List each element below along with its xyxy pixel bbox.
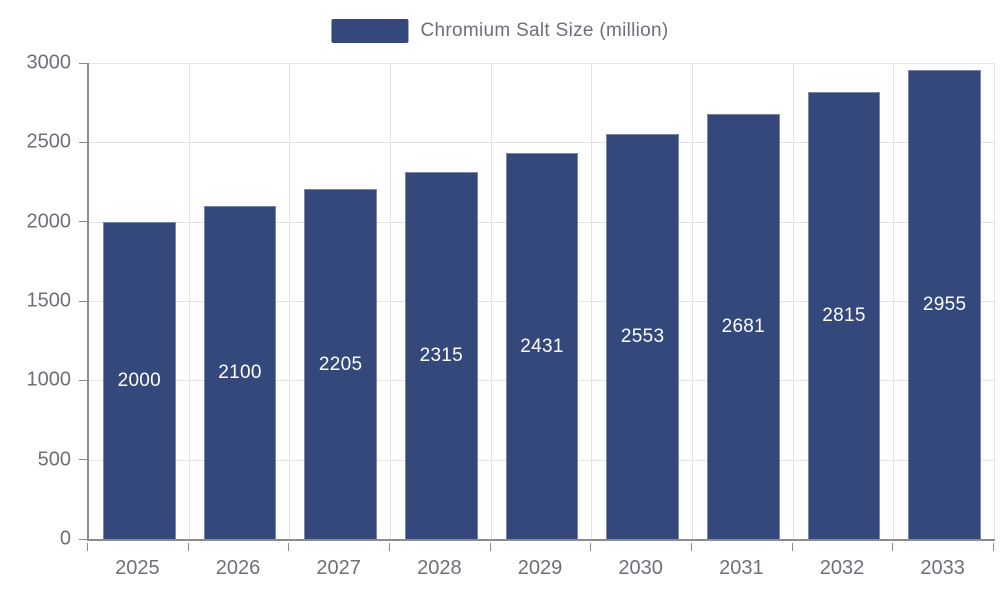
gridline-vertical — [188, 63, 190, 539]
x-axis-tick-label: 2031 — [719, 557, 764, 579]
bar-value-label: 2815 — [822, 305, 866, 327]
bar[interactable]: 2000 — [103, 221, 176, 539]
gridline-vertical — [893, 63, 895, 539]
x-axis-tick-label: 2029 — [517, 557, 563, 579]
x-axis-tick-mark — [187, 543, 189, 551]
bar[interactable]: 2815 — [807, 92, 881, 539]
gridline-vertical — [289, 63, 291, 539]
x-axis-tick-mark — [691, 543, 692, 551]
bar[interactable]: 2205 — [304, 189, 377, 539]
gridline-horizontal — [89, 63, 995, 64]
x-axis-tick-label: 2028 — [417, 557, 462, 579]
gridline-vertical — [994, 63, 995, 539]
bar[interactable]: 2431 — [505, 153, 579, 539]
bar-value-label: 2205 — [318, 353, 363, 375]
bar[interactable]: 2553 — [606, 133, 679, 539]
y-axis-tick-mark — [79, 538, 87, 540]
bar[interactable]: 2100 — [203, 205, 277, 539]
legend-label: Chromium Salt Size (million) — [420, 20, 669, 41]
gridline-vertical — [692, 63, 693, 539]
bar-value-label: 2553 — [620, 325, 665, 347]
bar[interactable]: 2315 — [405, 171, 478, 539]
x-axis-tick-mark — [489, 543, 491, 551]
y-axis-tick-mark — [79, 379, 87, 381]
x-axis-tick-label: 2025 — [115, 557, 160, 579]
gridline-horizontal — [89, 142, 995, 144]
x-axis: 2025 2026 2027 2028 2029 2030 2031 2032 2033 — [87, 543, 995, 600]
gridline-vertical — [490, 63, 492, 539]
bar-value-label: 2431 — [520, 335, 564, 357]
y-axis-tick-label: 1000 — [26, 368, 72, 391]
y-axis-tick-label: 500 — [37, 448, 71, 471]
gridline-vertical — [591, 63, 593, 539]
bar-value-label: 2100 — [218, 361, 262, 383]
legend-item[interactable]: Chromium Salt Size (million) — [331, 19, 668, 43]
y-axis-tick-label: 3000 — [26, 51, 72, 74]
y-axis-tick-label: 1500 — [26, 289, 72, 312]
bar-value-label: 2681 — [721, 315, 766, 337]
bar-value-label: 2000 — [117, 369, 162, 391]
x-axis-tick-mark — [288, 543, 290, 551]
y-axis: 0 500 1000 1500 2000 2500 3000 — [0, 52, 87, 550]
x-axis-tick-mark — [993, 543, 994, 551]
x-axis-tick-mark — [389, 543, 390, 551]
bar-value-label: 2315 — [419, 344, 464, 366]
x-axis-tick-mark — [892, 543, 894, 551]
x-axis-tick-label: 2026 — [215, 557, 261, 579]
gridline-vertical — [792, 63, 794, 539]
x-axis-tick-mark — [590, 543, 592, 551]
x-axis-tick-label: 2032 — [819, 557, 865, 579]
y-axis-tick-mark — [79, 300, 87, 302]
x-axis-tick-label: 2030 — [618, 557, 663, 579]
bar[interactable]: 2955 — [908, 70, 981, 539]
gridline-vertical — [390, 63, 391, 539]
legend-swatch — [331, 19, 409, 43]
y-axis-tick-mark — [79, 62, 87, 64]
y-axis-tick-label: 0 — [59, 527, 71, 550]
plot-area: 2000 2100 2205 2315 2431 2553 2681 2815 2955 — [87, 63, 995, 541]
x-axis-tick-mark — [87, 543, 88, 551]
x-axis-tick-label: 2033 — [920, 557, 965, 579]
y-axis-tick-mark — [79, 459, 87, 461]
bar[interactable]: 2681 — [707, 113, 780, 539]
x-axis-tick-mark — [791, 543, 793, 551]
x-axis-tick-label: 2027 — [316, 557, 361, 579]
y-axis-tick-label: 2500 — [26, 130, 72, 153]
y-axis-tick-label: 2000 — [26, 210, 72, 233]
y-axis-tick-mark — [79, 221, 87, 223]
y-axis-tick-mark — [79, 141, 87, 143]
bar-value-label: 2955 — [922, 294, 967, 316]
